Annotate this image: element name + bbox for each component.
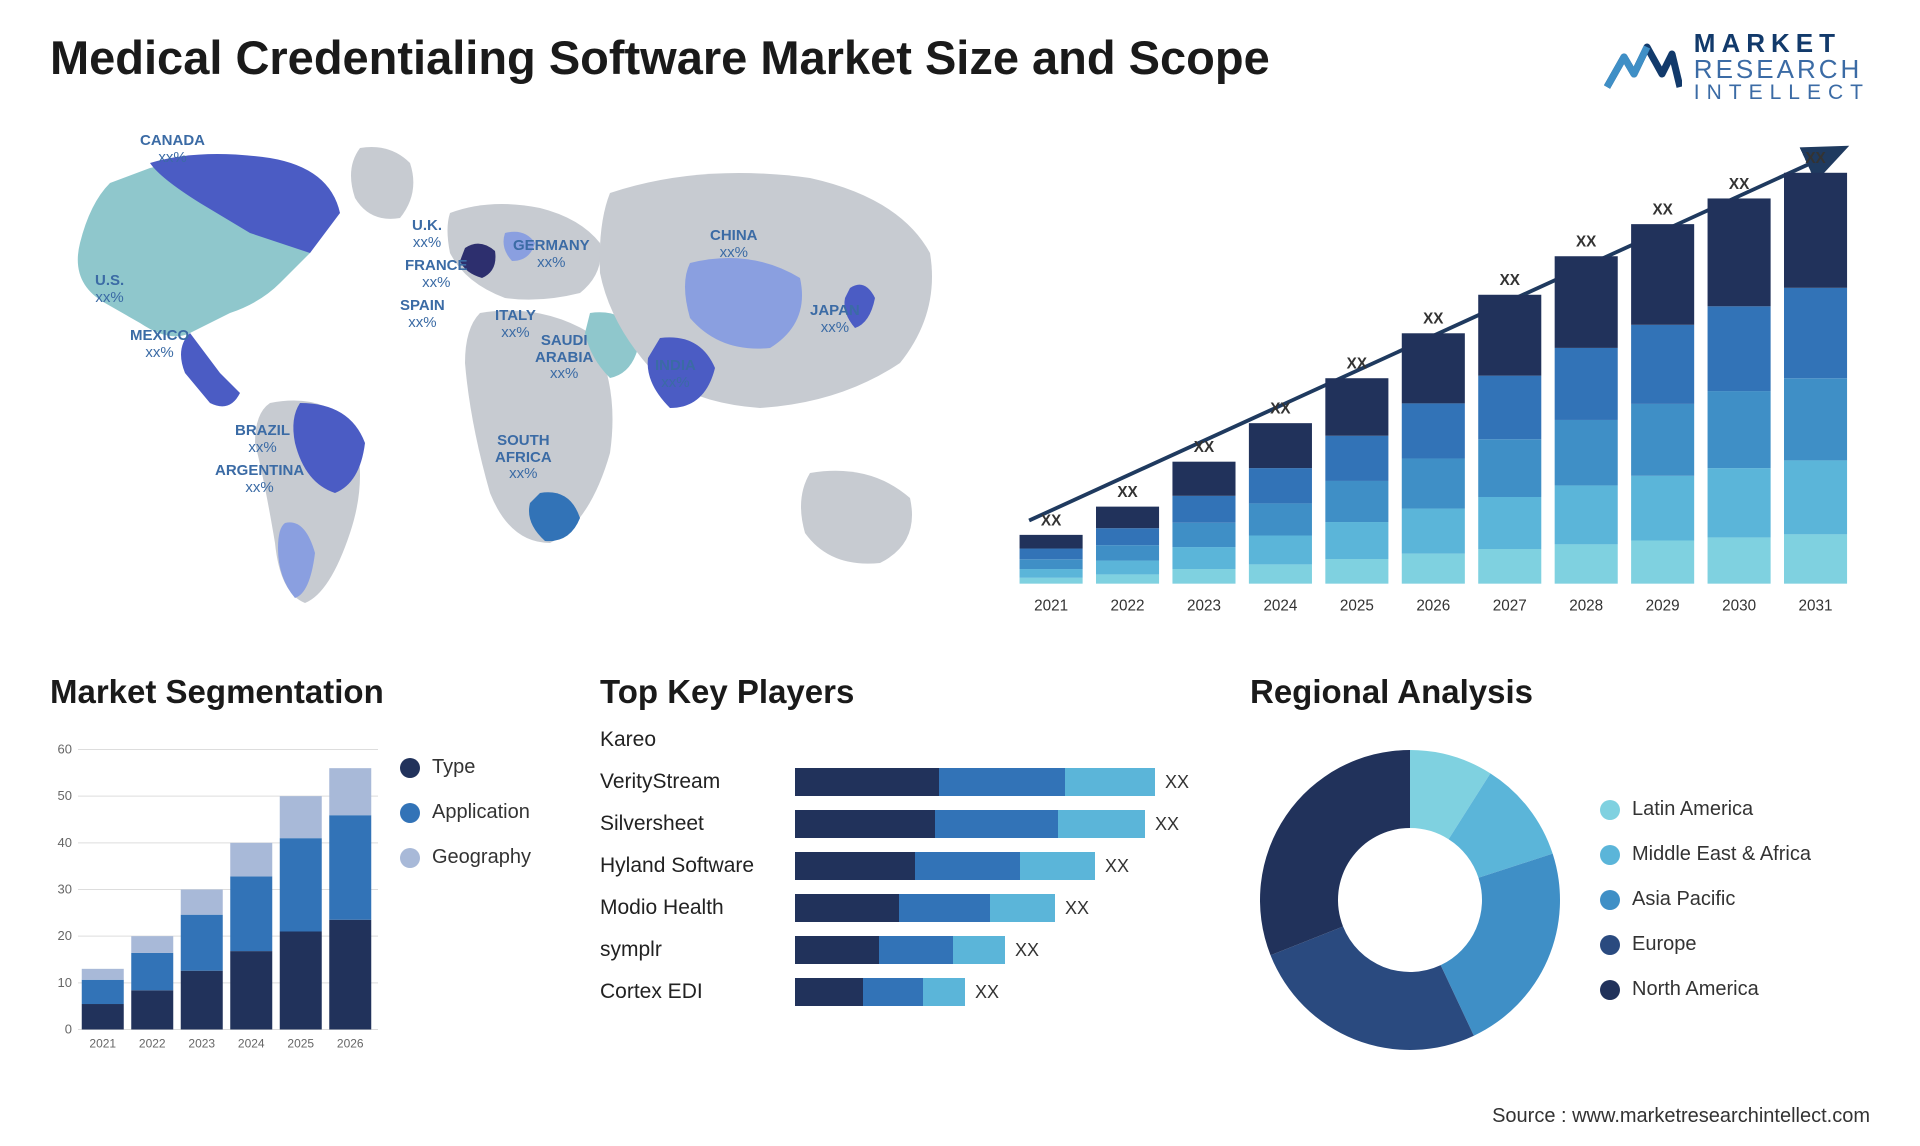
map-label-germany: GERMANYxx% [513,238,590,271]
svg-text:2030: 2030 [1722,597,1756,614]
map-label-south-africa: SOUTHAFRICAxx% [495,433,552,483]
map-label-mexico: MEXICOxx% [130,328,189,361]
svg-text:2026: 2026 [1416,597,1450,614]
logo-text-3: INTELLECT [1694,82,1870,103]
map-label-brazil: BRAZILxx% [235,423,290,456]
svg-text:2025: 2025 [287,1037,314,1051]
map-label-canada: CANADAxx% [140,133,205,166]
logo-icon [1602,32,1682,102]
regional-title: Regional Analysis [1250,673,1870,711]
svg-text:30: 30 [58,882,72,897]
svg-text:2026: 2026 [337,1037,364,1051]
map-label-italy: ITALYxx% [495,308,536,341]
key-players-panel: Top Key Players Kareo VerityStream Silvers… [600,673,1220,1073]
player-bar-row [795,726,1220,754]
player-value: XX [975,982,999,1003]
source-attribution: Source : www.marketresearchintellect.com [1492,1105,1870,1128]
svg-text:2029: 2029 [1646,597,1680,614]
svg-text:2022: 2022 [139,1037,166,1051]
player-bar-row: XX [795,894,1220,922]
map-label-u-s-: U.S.xx% [95,273,124,306]
logo-text-1: MARKET [1694,30,1870,56]
seg-legend-type: Type [400,756,570,779]
logo-text-2: RESEARCH [1694,56,1870,82]
regional-legend: Latin America Middle East & Africa Asia Pa… [1600,798,1870,1001]
player-bar-row: XX [795,936,1220,964]
player-bar-row: XX [795,852,1220,880]
regional-legend-item: Middle East & Africa [1600,843,1870,866]
player-value: XX [1105,856,1129,877]
player-name: Kareo [600,726,780,754]
seg-legend-application: Application [400,801,570,824]
map-label-france: FRANCExx% [405,258,468,291]
players-bar-list: XX XX XX XX XX XX [795,726,1220,1073]
seg-legend-geography: Geography [400,846,570,869]
svg-text:XX: XX [1041,512,1062,529]
svg-text:2021: 2021 [89,1037,116,1051]
player-value: XX [1155,814,1179,835]
map-label-china: CHINAxx% [710,228,758,261]
map-svg [50,123,970,643]
svg-text:2027: 2027 [1493,597,1527,614]
map-label-japan: JAPANxx% [810,303,860,336]
regional-legend-item: Europe [1600,933,1870,956]
svg-text:XX: XX [1729,176,1750,193]
player-value: XX [1165,772,1189,793]
svg-text:XX: XX [1117,484,1138,501]
segmentation-panel: Market Segmentation 0 10 20 30 40 50 60 2021 202… [50,673,570,1073]
map-label-india: INDIAxx% [655,358,696,391]
svg-text:XX: XX [1576,234,1597,251]
players-name-list: Kareo VerityStream Silversheet Hyland Softw… [600,726,780,1073]
player-name: Modio Health [600,894,780,922]
svg-text:60: 60 [58,742,72,757]
map-label-spain: SPAINxx% [400,298,445,331]
svg-text:XX: XX [1194,439,1215,456]
svg-text:0: 0 [65,1022,72,1037]
player-bar-row: XX [795,978,1220,1006]
player-name: Cortex EDI [600,978,780,1006]
svg-text:2024: 2024 [238,1037,265,1051]
regional-legend-item: North America [1600,978,1870,1001]
svg-text:2023: 2023 [1187,597,1221,614]
player-bar-row: XX [795,768,1220,796]
svg-text:XX: XX [1652,202,1673,219]
segmentation-title: Market Segmentation [50,673,570,711]
player-name: Hyland Software [600,852,780,880]
page-title: Medical Credentialing Software Market Si… [50,30,1270,85]
brand-logo: MARKET RESEARCH INTELLECT [1602,30,1870,103]
svg-text:2024: 2024 [1263,597,1297,614]
player-value: XX [1015,940,1039,961]
world-map: CANADAxx% U.S.xx%MEXICOxx% BRAZILxx% ARGENT… [50,123,970,643]
regional-legend-item: Asia Pacific [1600,888,1870,911]
svg-text:10: 10 [58,975,72,990]
player-name: VerityStream [600,768,780,796]
map-label-u-k-: U.K.xx% [412,218,442,251]
key-players-title: Top Key Players [600,673,1220,711]
svg-text:2028: 2028 [1569,597,1603,614]
segmentation-legend: Type Application Geography [400,726,570,1073]
svg-text:20: 20 [58,928,72,943]
player-value: XX [1065,898,1089,919]
svg-text:XX: XX [1805,150,1826,167]
map-label-argentina: ARGENTINAxx% [215,463,304,496]
map-label-saudi-arabia: SAUDIARABIAxx% [535,333,593,383]
growth-bar-chart: XX 2021 XX 2022 XX 2023 XX 2024 XX 2025 XX 2026 XX 20… [1010,123,1870,643]
regional-legend-item: Latin America [1600,798,1870,821]
svg-text:40: 40 [58,835,72,850]
svg-text:XX: XX [1423,311,1444,328]
svg-text:2025: 2025 [1340,597,1374,614]
svg-text:XX: XX [1270,401,1291,418]
svg-text:2021: 2021 [1034,597,1068,614]
regional-donut [1250,740,1570,1060]
player-name: symplr [600,936,780,964]
svg-text:XX: XX [1500,272,1521,289]
regional-panel: Regional Analysis Latin America Middle Ea… [1250,673,1870,1073]
svg-text:2023: 2023 [188,1037,215,1051]
svg-text:2022: 2022 [1111,597,1145,614]
player-bar-row: XX [795,810,1220,838]
svg-text:50: 50 [58,788,72,803]
svg-text:2031: 2031 [1799,597,1833,614]
player-name: Silversheet [600,810,780,838]
svg-text:XX: XX [1347,356,1368,373]
